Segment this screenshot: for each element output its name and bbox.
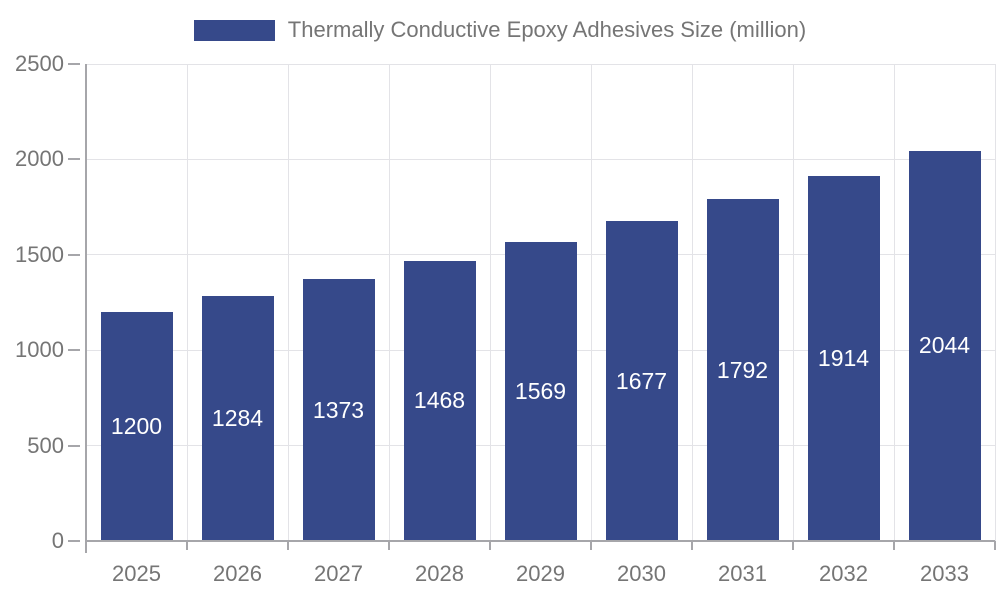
y-axis-label: 0 <box>51 528 64 553</box>
bar-value-label: 1468 <box>413 387 466 414</box>
y-tick-mark <box>68 158 80 161</box>
x-axis-label-2028: 2028 <box>415 561 464 586</box>
x-gridline <box>994 64 996 541</box>
bar-value-label: 1792 <box>716 356 769 383</box>
x-axis-line <box>85 540 995 542</box>
legend-label: Thermally Conductive Epoxy Adhesives Siz… <box>287 17 807 42</box>
x-gridline <box>590 64 592 541</box>
y-tick-mark <box>68 540 80 542</box>
bar-2025[interactable]: 1200 <box>100 312 173 541</box>
bar-value-label: 2044 <box>918 332 971 359</box>
bar-2032[interactable]: 1914 <box>807 175 880 541</box>
x-tick-mark <box>590 541 592 550</box>
y-gridline <box>86 158 995 160</box>
x-tick-mark <box>691 541 693 550</box>
x-axis-label-2032: 2032 <box>819 561 868 586</box>
x-axis-label-2027: 2027 <box>314 561 363 586</box>
legend-item[interactable]: Thermally Conductive Epoxy Adhesives Siz… <box>0 18 1000 42</box>
x-tick-mark <box>388 541 390 550</box>
x-gridline <box>489 64 491 541</box>
y-axis-label: 2500 <box>15 51 64 76</box>
y-tick-mark <box>68 253 80 256</box>
x-tick-mark <box>85 541 87 550</box>
y-axis-label: 1500 <box>15 241 64 267</box>
bar-2030[interactable]: 1677 <box>605 221 678 541</box>
x-tick-mark <box>489 541 491 550</box>
y-tick-mark <box>68 444 80 447</box>
x-axis-label-2026: 2026 <box>213 561 262 586</box>
bar-value-label: 1284 <box>211 404 264 431</box>
bar-2026[interactable]: 1284 <box>201 296 274 541</box>
bar-2027[interactable]: 1373 <box>302 279 375 541</box>
y-axis-label: 1000 <box>15 337 64 363</box>
x-tick-mark <box>792 541 794 550</box>
x-axis-label-2031: 2031 <box>718 561 767 586</box>
y-tick-mark <box>68 63 80 65</box>
bar-value-label: 1914 <box>817 344 870 371</box>
x-tick-mark <box>994 541 996 550</box>
x-axis-label-2030: 2030 <box>617 561 666 586</box>
x-gridline <box>792 64 794 541</box>
x-gridline <box>287 64 289 541</box>
x-tick-mark <box>893 541 895 550</box>
x-axis-label-2025: 2025 <box>112 561 161 586</box>
x-tick-mark <box>186 541 188 550</box>
bar-2029[interactable]: 1569 <box>504 241 577 541</box>
y-gridline <box>86 63 995 65</box>
y-axis-label: 2000 <box>15 146 64 172</box>
bar-2028[interactable]: 1468 <box>403 260 476 541</box>
x-tick-mark <box>287 541 289 550</box>
y-axis-line <box>85 64 87 553</box>
bar-value-label: 1200 <box>110 413 163 439</box>
x-gridline <box>388 64 390 541</box>
bar-value-label: 1373 <box>312 396 365 423</box>
bar-value-label: 1569 <box>514 377 567 404</box>
y-axis-label: 500 <box>27 432 64 458</box>
x-axis-label-2029: 2029 <box>516 561 565 586</box>
bar-2033[interactable]: 2044 <box>908 151 981 541</box>
x-gridline <box>691 64 693 541</box>
legend-swatch <box>193 19 275 41</box>
x-gridline <box>893 64 895 541</box>
bar-value-label: 1677 <box>615 367 668 394</box>
y-tick-mark <box>68 349 80 352</box>
bar-2031[interactable]: 1792 <box>706 199 779 541</box>
x-gridline <box>186 64 188 541</box>
x-axis-label-2033: 2033 <box>920 561 969 586</box>
